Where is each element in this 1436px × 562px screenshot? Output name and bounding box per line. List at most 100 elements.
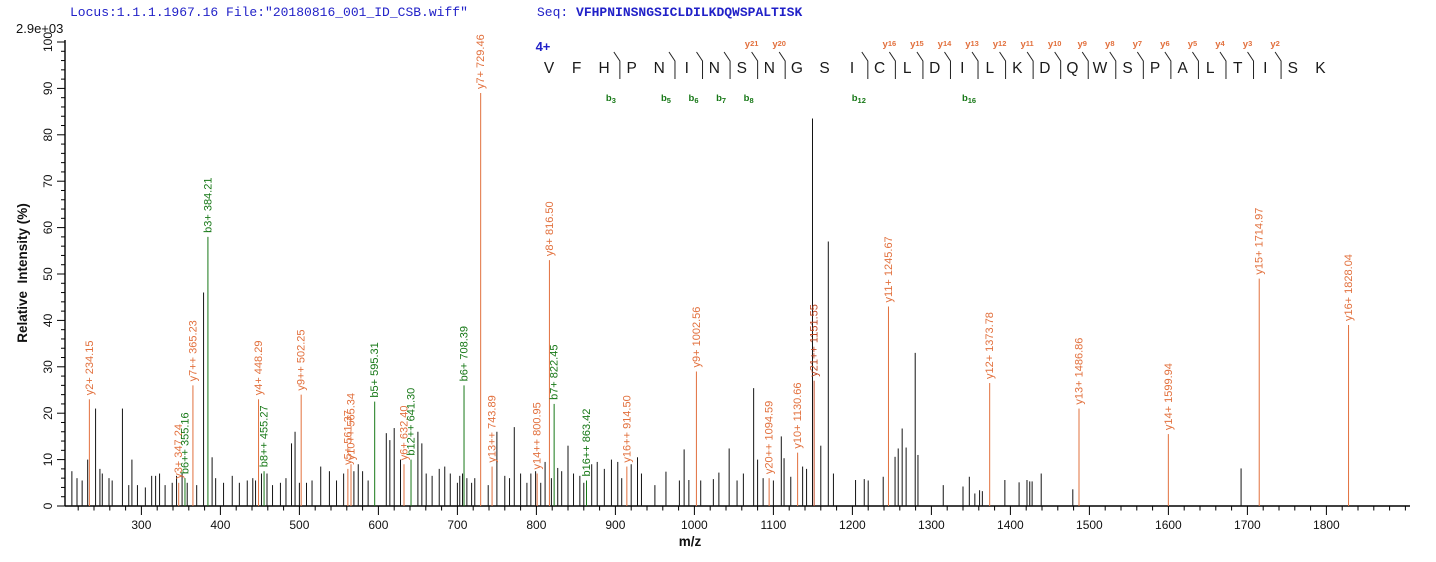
peak-label: b8++ 455.27 (259, 405, 271, 467)
x-tick-label: 700 (447, 518, 467, 532)
peak-label: y5+ 561.37 (342, 410, 354, 465)
x-tick-label: 1100 (760, 518, 786, 532)
residue-letter: D (929, 60, 940, 77)
residue-letter: K (1315, 60, 1326, 77)
peak-label: y16++ 914.50 (621, 395, 633, 462)
y-ion-label: y14 (938, 39, 952, 50)
residue-letter: S (1288, 60, 1298, 77)
x-tick-label: 1500 (1076, 518, 1103, 532)
residue-letter: T (1233, 60, 1243, 77)
residue-letter: L (903, 60, 912, 77)
x-tick-label: 500 (289, 518, 309, 532)
residue-letter: F (572, 60, 581, 77)
residue-letter: D (1039, 60, 1050, 77)
background-peaks (71, 118, 1242, 506)
x-tick-label: 1300 (918, 518, 945, 532)
y-axis-ticks: 0 10 20 30 40 50 60 70 80 90 100 Relative Intensity… (15, 32, 65, 509)
x-tick-label: 1200 (839, 518, 866, 532)
precursor-charge-label: 4+ (536, 39, 551, 54)
cleavage-mark (916, 51, 924, 79)
peak-label: y9++ 502.25 (296, 329, 308, 390)
residue-letter: N (654, 60, 665, 77)
y-ion-label: y3 (1243, 39, 1252, 50)
x-tick-label: 1800 (1313, 518, 1340, 532)
cleavage-mark (1247, 51, 1255, 79)
cleavage-mark (1026, 51, 1034, 79)
residue-letter: S (1122, 60, 1132, 77)
b-ion-label: b5 (661, 93, 671, 105)
residue-letter: H (598, 60, 609, 77)
residue-letter: A (1177, 60, 1188, 77)
y-ion-label: y4 (1215, 39, 1225, 50)
residue-letter: N (709, 60, 720, 77)
y-tick-label: 70 (41, 174, 55, 188)
y-tick-label: 60 (41, 221, 55, 235)
cleavage-mark (1274, 51, 1282, 79)
y-ion-label: y15 (910, 39, 924, 50)
residue-letter: P (1150, 60, 1160, 77)
cleavage-mark (1136, 51, 1144, 79)
residue-letter: S (737, 60, 747, 77)
cleavage-mark (1164, 51, 1172, 79)
y-ion-label: y8 (1105, 39, 1114, 50)
b-ion-label: b16 (962, 93, 976, 105)
residue-letter: I (685, 60, 689, 77)
cleavage-mark (888, 51, 896, 79)
y-tick-label: 20 (41, 406, 55, 420)
peak-label: y14+ 1599.94 (1163, 363, 1175, 430)
y-ion-label: y10 (1048, 39, 1062, 50)
b-ion-label: b6 (689, 93, 699, 105)
residue-letter: N (764, 60, 775, 77)
residue-letter: C (874, 60, 885, 77)
peak-label: y3+ 347.24 (173, 424, 185, 479)
x-tick-label: 300 (131, 518, 151, 532)
cleavage-mark (778, 51, 786, 79)
peak-label: y14++ 800.95 (532, 402, 544, 469)
x-tick-label: 1600 (1155, 518, 1182, 532)
seq-label: Seq: (537, 5, 577, 20)
cleavage-mark (861, 51, 869, 79)
x-axis-ticks: 300 400 500 600 700 800 900 1000 1100 1200 1300 140… (77, 506, 1406, 549)
cleavage-mark (668, 51, 676, 79)
peak-label: y16+ 1828.04 (1343, 254, 1355, 321)
peak-label: y2+ 234.15 (84, 341, 96, 396)
b-ion-label: b3 (606, 93, 616, 105)
residue-letter: L (985, 60, 994, 77)
y-tick-label: 30 (41, 360, 55, 374)
peak-label: y11+ 1245.67 (883, 236, 895, 302)
cleavage-mark (723, 51, 731, 79)
y-tick-label: 40 (41, 313, 55, 327)
max-intensity-count: 2.9e+03 (16, 21, 64, 36)
y-axis-title: Relative Intensity (%) (15, 203, 30, 343)
peak-label: y21++ 1151.55 (809, 304, 821, 377)
residue-letter: P (626, 60, 636, 77)
x-tick-label: 900 (605, 518, 625, 532)
residue-letter: I (960, 60, 964, 77)
residue-letter: I (1263, 60, 1267, 77)
peak-label: y12+ 1373.78 (984, 312, 996, 379)
peak-label: y4+ 448.29 (253, 341, 265, 396)
sequence-annotation: 4+V F H P N I N S N G S I C L D I L K D Q W S P A L T I S Kb3 b5 b6 b7y… (536, 39, 1327, 105)
peak-label: y9+ 1002.56 (691, 307, 703, 368)
x-tick-label: 400 (210, 518, 230, 532)
y-ion-label: y21 (745, 39, 759, 50)
peak-label: y13++ 743.89 (487, 395, 499, 462)
cleavage-mark (1081, 51, 1089, 79)
x-tick-label: 1700 (1234, 518, 1261, 532)
y-ion-label: y6 (1160, 39, 1169, 50)
x-axis-title: m/z (679, 534, 702, 549)
peak-label: b3+ 384.21 (202, 178, 214, 233)
residue-letter: G (791, 60, 803, 77)
peak-label: y6+ 632.40 (398, 405, 410, 460)
peak-label: b6+ 708.39 (459, 326, 471, 381)
y-ion-label: y20 (772, 39, 786, 50)
residue-letter: S (819, 60, 829, 77)
y-tick-label: 50 (41, 267, 55, 281)
b-ion-label: b7 (716, 93, 726, 105)
cleavage-mark (751, 51, 759, 79)
cleavage-mark (1109, 51, 1117, 79)
peak-label: b16++ 863.42 (581, 409, 593, 477)
y-ion-label: y7 (1133, 39, 1142, 50)
cleavage-mark (1219, 51, 1227, 79)
peak-label: y7+ 729.46 (475, 34, 487, 89)
